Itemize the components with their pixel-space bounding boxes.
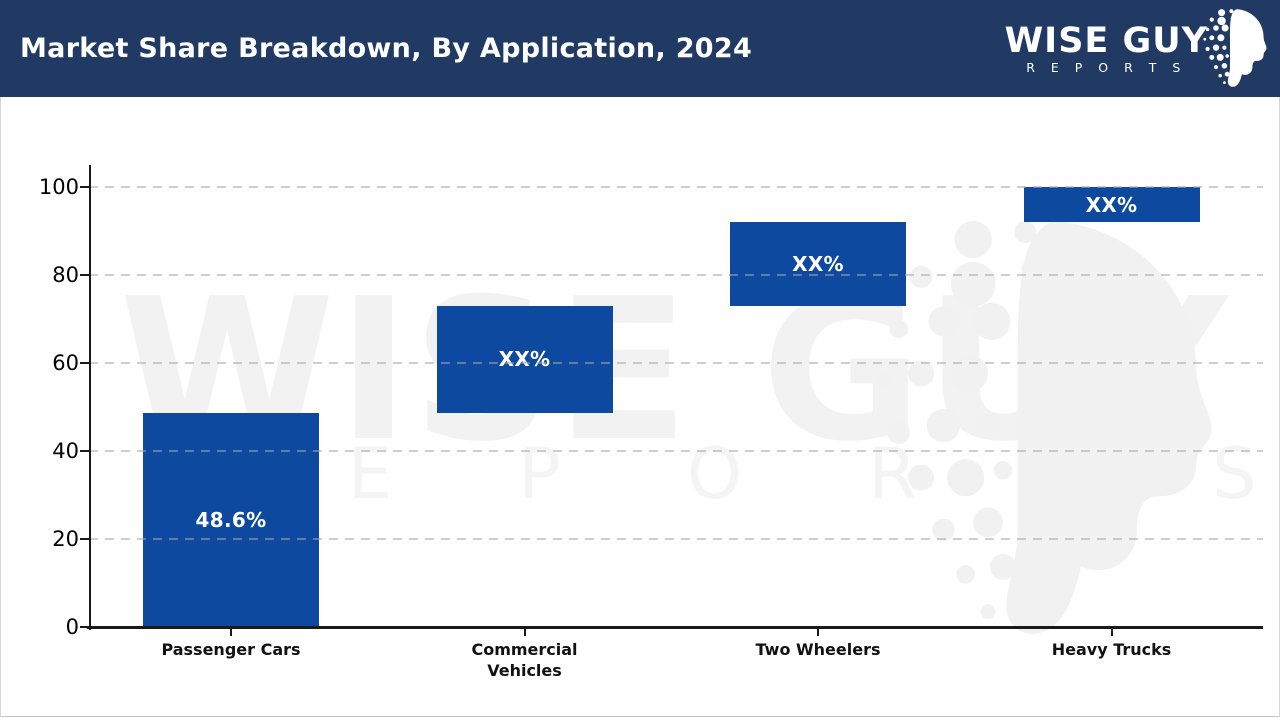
category-label: Heavy Trucks bbox=[1051, 640, 1172, 659]
y-gridline bbox=[89, 450, 1263, 452]
watermark-head-icon bbox=[876, 220, 1212, 634]
logo-reports-label: R E P O R T S bbox=[1026, 60, 1187, 76]
page-title: Market Share Breakdown, By Application, … bbox=[20, 33, 753, 64]
y-tick-label: 60 bbox=[52, 351, 79, 375]
brand-logo: WISE GUY R E P O R T S bbox=[1005, 4, 1272, 94]
y-gridline bbox=[89, 538, 1263, 540]
x-tick bbox=[817, 628, 819, 636]
y-gridline bbox=[89, 186, 1263, 188]
logo-wordmark: WISE GUY bbox=[1004, 20, 1208, 61]
bar-two-wheelers: XX% bbox=[730, 222, 906, 306]
x-tick bbox=[230, 628, 232, 636]
y-gridline bbox=[89, 274, 1263, 276]
x-tick bbox=[1110, 628, 1113, 636]
dotted-head-icon bbox=[1203, 9, 1267, 87]
bar-heavy-trucks: XX% bbox=[1023, 187, 1200, 223]
watermark: WISE GUY R E P O R T S bbox=[1, 97, 1279, 716]
y-tick bbox=[80, 538, 89, 540]
y-tick bbox=[80, 274, 89, 276]
category-label: Two Wheelers bbox=[755, 640, 881, 659]
x-tick bbox=[523, 628, 526, 636]
bar-value-label: XX% bbox=[792, 251, 844, 276]
y-tick bbox=[80, 626, 89, 628]
x-axis bbox=[87, 626, 1263, 629]
y-gridline bbox=[89, 362, 1263, 364]
plot-area: 48.6% XX% XX% XX% 0 20 40 60 80 100 Passenger Cars… bbox=[1, 97, 1279, 716]
logo-text: WISE GUY R E P O R T S bbox=[1004, 20, 1208, 76]
y-tick-label: 80 bbox=[52, 263, 79, 287]
bar-value-label: 48.6% bbox=[195, 508, 267, 533]
bar-value-label: XX% bbox=[1085, 192, 1138, 217]
y-tick-label: 0 bbox=[65, 615, 79, 639]
bar-commercial-vehicles: XX% bbox=[436, 305, 613, 414]
y-tick bbox=[80, 362, 89, 364]
y-tick bbox=[80, 186, 89, 188]
y-tick-label: 40 bbox=[52, 439, 79, 463]
bar-value-label: XX% bbox=[498, 347, 551, 372]
category-label: Commercial Vehicles bbox=[471, 640, 578, 680]
chart-area: WISE GUY R E P O R T S 48.6% XX% XX% XX% 0 20… bbox=[0, 97, 1280, 717]
y-axis bbox=[89, 165, 91, 630]
y-tick bbox=[80, 450, 89, 452]
bar-passenger-cars: 48.6% bbox=[143, 413, 319, 627]
y-tick-label: 100 bbox=[38, 175, 79, 199]
y-tick-label: 20 bbox=[52, 527, 79, 551]
category-label: Passenger Cars bbox=[161, 640, 301, 659]
header: Market Share Breakdown, By Application, … bbox=[0, 0, 1280, 97]
